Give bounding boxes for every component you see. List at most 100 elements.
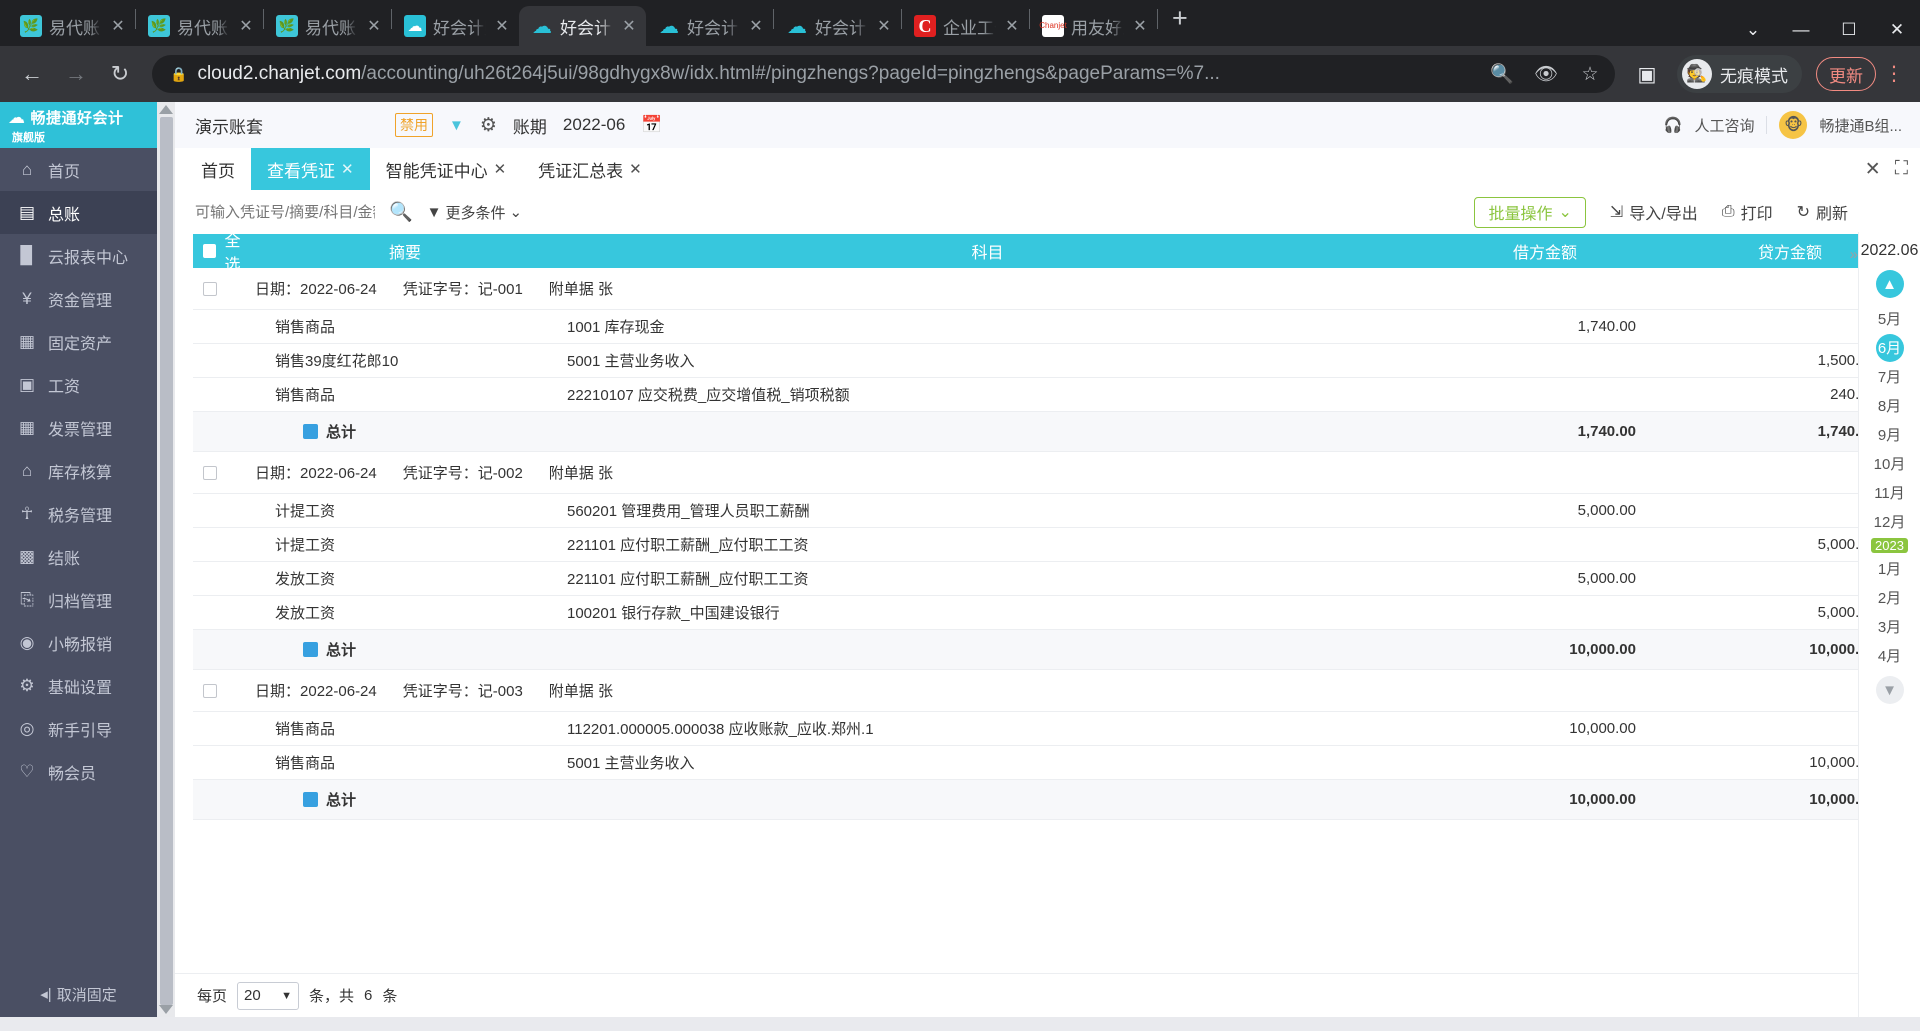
sidebar-item-invoice[interactable]: ▦ 发票管理 <box>0 406 157 449</box>
sidebar-item-inventory[interactable]: ⌂ 库存核算 <box>0 449 157 492</box>
import-export-button[interactable]: ⇲ 导入/导出 <box>1610 200 1698 224</box>
month-item[interactable]: 8月 <box>1877 398 1902 415</box>
browser-tab[interactable]: 🌿 易代账 ✕ <box>136 6 263 46</box>
month-item[interactable]: 12月 <box>1873 514 1906 531</box>
search-input[interactable] <box>195 203 375 221</box>
chevron-down-icon[interactable]: ▼ <box>449 116 464 134</box>
maximize-button[interactable]: ☐ <box>1841 20 1857 39</box>
browser-menu-icon[interactable]: ⋮ <box>1884 63 1904 85</box>
close-window-button[interactable]: ✕ <box>1889 20 1905 39</box>
close-icon[interactable]: ✕ <box>239 18 253 35</box>
sidebar-item-cloud-reports[interactable]: ▉ 云报表中心 <box>0 234 157 277</box>
bookset-name[interactable]: 演示账套 <box>195 117 263 137</box>
table-row[interactable]: 发放工资 221101 应付职工薪酬_应付职工工资 5,000.00 <box>193 562 1910 596</box>
avatar[interactable]: 🐵 <box>1779 111 1808 139</box>
month-item[interactable]: 11月 <box>1874 485 1905 502</box>
row-select-cell[interactable] <box>193 683 255 698</box>
batch-operation-button[interactable]: 批量操作 ⌄ <box>1474 196 1586 228</box>
month-item[interactable]: 4月 <box>1877 648 1902 665</box>
browser-tab[interactable]: 🌿 易代账 ✕ <box>264 6 391 46</box>
tab-smart-voucher-center[interactable]: 智能凭证中心 ✕ <box>370 148 523 190</box>
sidebar-item-tax[interactable]: ☥ 税务管理 <box>0 492 157 535</box>
month-item[interactable]: 1月 <box>1877 561 1902 578</box>
close-icon[interactable]: ✕ <box>749 18 763 35</box>
browser-tab[interactable]: 🌿 易代账 ✕ <box>8 6 135 46</box>
month-item[interactable]: 2月 <box>1877 590 1902 607</box>
scroll-up-arrow-icon[interactable] <box>159 105 173 114</box>
close-icon[interactable]: ✕ <box>111 18 125 35</box>
browser-tab[interactable]: ☁ 好会计财 ✕ <box>392 6 519 46</box>
browser-tab[interactable]: ☁ 好会计 ✕ <box>774 6 901 46</box>
close-icon[interactable]: ✕ <box>341 161 354 178</box>
reload-button[interactable]: ↻ <box>110 61 130 86</box>
star-icon[interactable]: ☆ <box>1581 63 1599 85</box>
sidebar-item-guide[interactable]: ◎ 新手引导 <box>0 707 157 750</box>
chevron-down-icon[interactable]: ▼ <box>1875 676 1904 704</box>
tab-view-voucher[interactable]: 查看凭证 ✕ <box>251 148 370 190</box>
address-bar[interactable]: 🔒 cloud2.chanjet.com/accounting/uh26t264… <box>152 55 1615 93</box>
table-row[interactable]: 销售商品 112201.000005.000038 应收账款_应收.郑州.1 1… <box>193 712 1910 746</box>
sidebar-item-fixed-assets[interactable]: ▦ 固定资产 <box>0 320 157 363</box>
update-button[interactable]: 更新 <box>1816 57 1876 91</box>
close-icon[interactable]: ✕ <box>1005 18 1019 35</box>
month-item-selected[interactable]: 6月 <box>1859 333 1920 362</box>
user-name[interactable]: 畅捷通B组... <box>1819 117 1902 135</box>
select-all-checkbox[interactable] <box>203 244 217 258</box>
sidebar-item-funds[interactable]: ¥ 资金管理 <box>0 277 157 320</box>
forward-button[interactable]: → <box>65 61 87 86</box>
side-panel-icon[interactable]: ▣ <box>1637 63 1657 86</box>
scrollbar-thumb[interactable] <box>159 117 173 1005</box>
fullscreen-icon[interactable]: ⛶ <box>1894 158 1908 179</box>
tab-home[interactable]: 首页 <box>185 148 251 190</box>
table-row[interactable]: 销售商品 1001 库存现金 1,740.00 <box>193 310 1910 344</box>
row-checkbox[interactable] <box>203 465 217 480</box>
search-icon[interactable]: 🔍 <box>389 202 413 223</box>
sidebar-scrollbar[interactable] <box>157 102 175 1017</box>
more-conditions-button[interactable]: ▼ 更多条件 ⌄ <box>427 202 522 223</box>
row-select-cell[interactable] <box>193 465 255 480</box>
close-icon[interactable]: ✕ <box>367 18 381 35</box>
chevron-up-icon[interactable]: ▲ <box>1875 270 1904 298</box>
sidebar-item-home[interactable]: ⌂ 首页 <box>0 148 157 191</box>
sidebar-item-member[interactable]: ♡ 畅会员 <box>0 750 157 793</box>
per-page-select[interactable]: 20 ▼ <box>237 981 300 1010</box>
month-item[interactable]: 7月 <box>1877 369 1902 386</box>
calendar-icon[interactable]: 📅 <box>641 115 663 134</box>
browser-tab[interactable]: ☁ 好会计 ✕ <box>646 6 773 46</box>
close-icon[interactable]: ✕ <box>877 18 891 35</box>
print-button[interactable]: ⎙ 打印 <box>1722 200 1773 224</box>
close-icon[interactable]: ✕ <box>495 18 509 35</box>
row-checkbox[interactable] <box>203 683 217 698</box>
refresh-button[interactable]: ↻ 刷新 <box>1797 200 1848 224</box>
table-row[interactable]: 发放工资 100201 银行存款_中国建设银行 5,000.00 <box>193 596 1910 630</box>
new-tab-button[interactable]: + <box>1172 2 1188 33</box>
table-row[interactable]: 销售39度红花郎10 5001 主营业务收入 1,500.00 <box>193 344 1910 378</box>
search-icon[interactable]: 🔍 <box>1490 64 1514 85</box>
table-row[interactable]: 计提工资 221101 应付职工薪酬_应付职工工资 5,000.00 <box>193 528 1910 562</box>
scroll-down-arrow-icon[interactable] <box>159 1005 173 1014</box>
collapse-rail-icon[interactable]: » <box>1849 246 1858 263</box>
row-checkbox[interactable] <box>203 281 217 296</box>
table-row[interactable]: 销售商品 22210107 应交税费_应交增值税_销项税额 240.00 <box>193 378 1910 412</box>
unpin-sidebar-button[interactable]: ◂| 取消固定 <box>0 971 157 1017</box>
table-body[interactable]: 日期：2022-06-24 凭证字号：记-001 附单据 张 销售商品 1001… <box>193 268 1910 973</box>
month-item[interactable]: 9月 <box>1877 427 1902 444</box>
browser-tab[interactable]: Chanjet 用友好业 ✕ <box>1030 6 1157 46</box>
gear-icon[interactable]: ⚙ <box>479 114 497 136</box>
month-item[interactable]: 5月 <box>1877 311 1902 328</box>
browser-tab-active[interactable]: ☁ 好会计 ✕ <box>519 6 646 46</box>
back-button[interactable]: ← <box>21 61 43 86</box>
sidebar-item-archive[interactable]: ⎘ 归档管理 <box>0 578 157 621</box>
close-icon[interactable]: ✕ <box>1864 158 1881 180</box>
incognito-indicator[interactable]: 🕵 无痕模式 <box>1677 55 1802 93</box>
browser-tab[interactable]: C 企业工作 ✕ <box>902 6 1029 46</box>
tab-search-chevron-icon[interactable]: ⌄ <box>1745 20 1761 39</box>
month-item[interactable]: 3月 <box>1877 619 1902 636</box>
eye-off-icon[interactable]: 👁 <box>1533 64 1559 85</box>
table-row[interactable]: 计提工资 560201 管理费用_管理人员职工薪酬 5,000.00 <box>193 494 1910 528</box>
close-icon[interactable]: ✕ <box>493 161 507 178</box>
row-select-cell[interactable] <box>193 281 255 296</box>
sidebar-item-payroll[interactable]: ▣ 工资 <box>0 363 157 406</box>
month-item[interactable]: 10月 <box>1873 456 1906 473</box>
tab-voucher-summary[interactable]: 凭证汇总表 ✕ <box>522 148 658 190</box>
